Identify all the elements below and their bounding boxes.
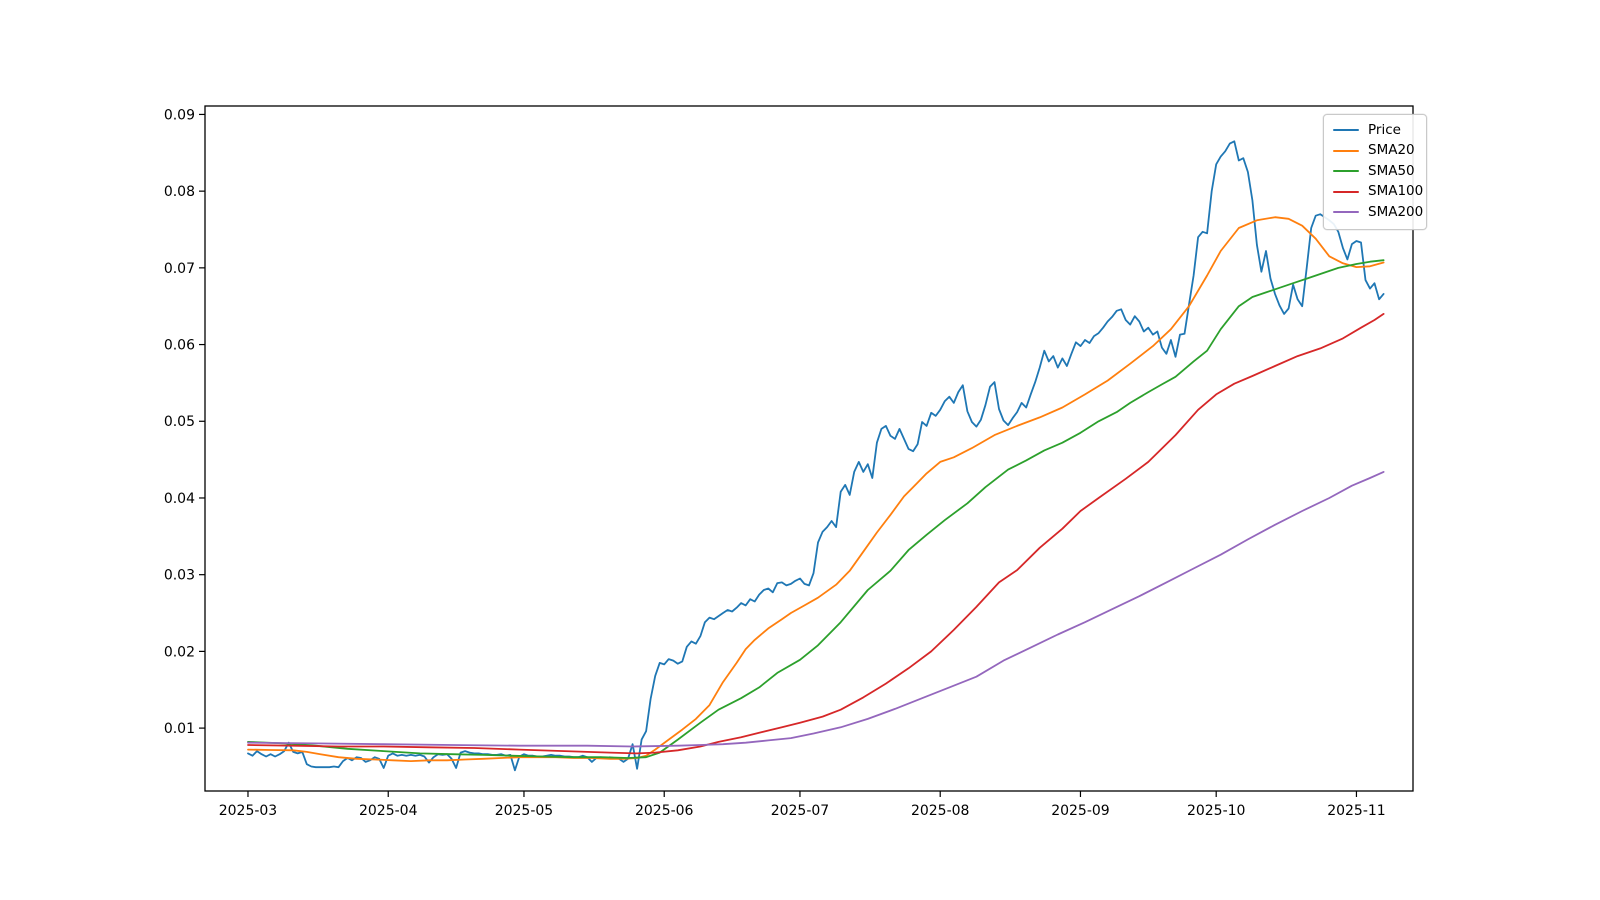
y-tick-label: 0.07: [164, 261, 195, 277]
series-lines: [247, 140, 1385, 772]
x-tick-label: 2025-04: [359, 803, 418, 819]
plot-frame: [204, 105, 1414, 792]
y-tick-label: 0.09: [164, 107, 195, 123]
legend-label: SMA20: [1368, 142, 1415, 158]
y-tick-label: 0.05: [164, 414, 195, 430]
series-line-sma50: [247, 259, 1385, 759]
legend-line-sample-icon: [1333, 149, 1359, 152]
legend-item-sma200[interactable]: SMA200: [1333, 202, 1423, 223]
y-tick-label: 0.01: [164, 721, 195, 737]
plot-border: [204, 105, 1414, 792]
y-tick-label: 0.02: [164, 644, 195, 660]
legend-line-sample-icon: [1333, 129, 1359, 132]
x-axis: 2025-03 2025-04 2025-05 2025-06 2025-07 2025-…: [219, 791, 1386, 819]
legend-line-sample-icon: [1333, 170, 1359, 173]
x-tick-label: 2025-10: [1187, 803, 1246, 819]
legend: Price SMA20 SMA50 SMA100 SMA200: [1323, 114, 1427, 230]
legend-item-sma20[interactable]: SMA20: [1333, 141, 1417, 162]
x-tick-label: 2025-03: [219, 803, 278, 819]
legend-item-sma100[interactable]: SMA100: [1333, 182, 1423, 203]
x-tick-label: 2025-09: [1051, 803, 1110, 819]
series-line-sma100: [247, 312, 1385, 755]
series-line-sma200: [247, 470, 1385, 748]
series-line-price: [247, 140, 1385, 772]
x-tick-label: 2025-05: [495, 803, 554, 819]
legend-label: SMA200: [1368, 203, 1424, 220]
legend-item-price[interactable]: Price: [1333, 120, 1417, 141]
y-tick-label: 0.03: [164, 568, 195, 584]
x-tick-label: 2025-08: [911, 803, 970, 819]
y-axis: 0.01 0.02 0.03 0.04 0.05 0.06 0.07 0.08 0.09: [164, 107, 205, 737]
x-tick-label: 2025-11: [1327, 803, 1386, 819]
legend-label: SMA100: [1368, 183, 1424, 199]
y-tick-label: 0.06: [164, 337, 195, 353]
series-line-sma20: [247, 216, 1385, 762]
y-tick-label: 0.04: [164, 491, 195, 507]
legend-item-sma50[interactable]: SMA50: [1333, 161, 1417, 182]
legend-label: SMA50: [1368, 162, 1415, 179]
legend-line-sample-icon: [1333, 211, 1359, 214]
y-tick-label: 0.08: [164, 184, 195, 200]
x-tick-label: 2025-06: [635, 803, 694, 819]
x-tick-label: 2025-07: [771, 803, 830, 819]
legend-line-sample-icon: [1333, 190, 1359, 193]
legend-label: Price: [1368, 121, 1401, 138]
